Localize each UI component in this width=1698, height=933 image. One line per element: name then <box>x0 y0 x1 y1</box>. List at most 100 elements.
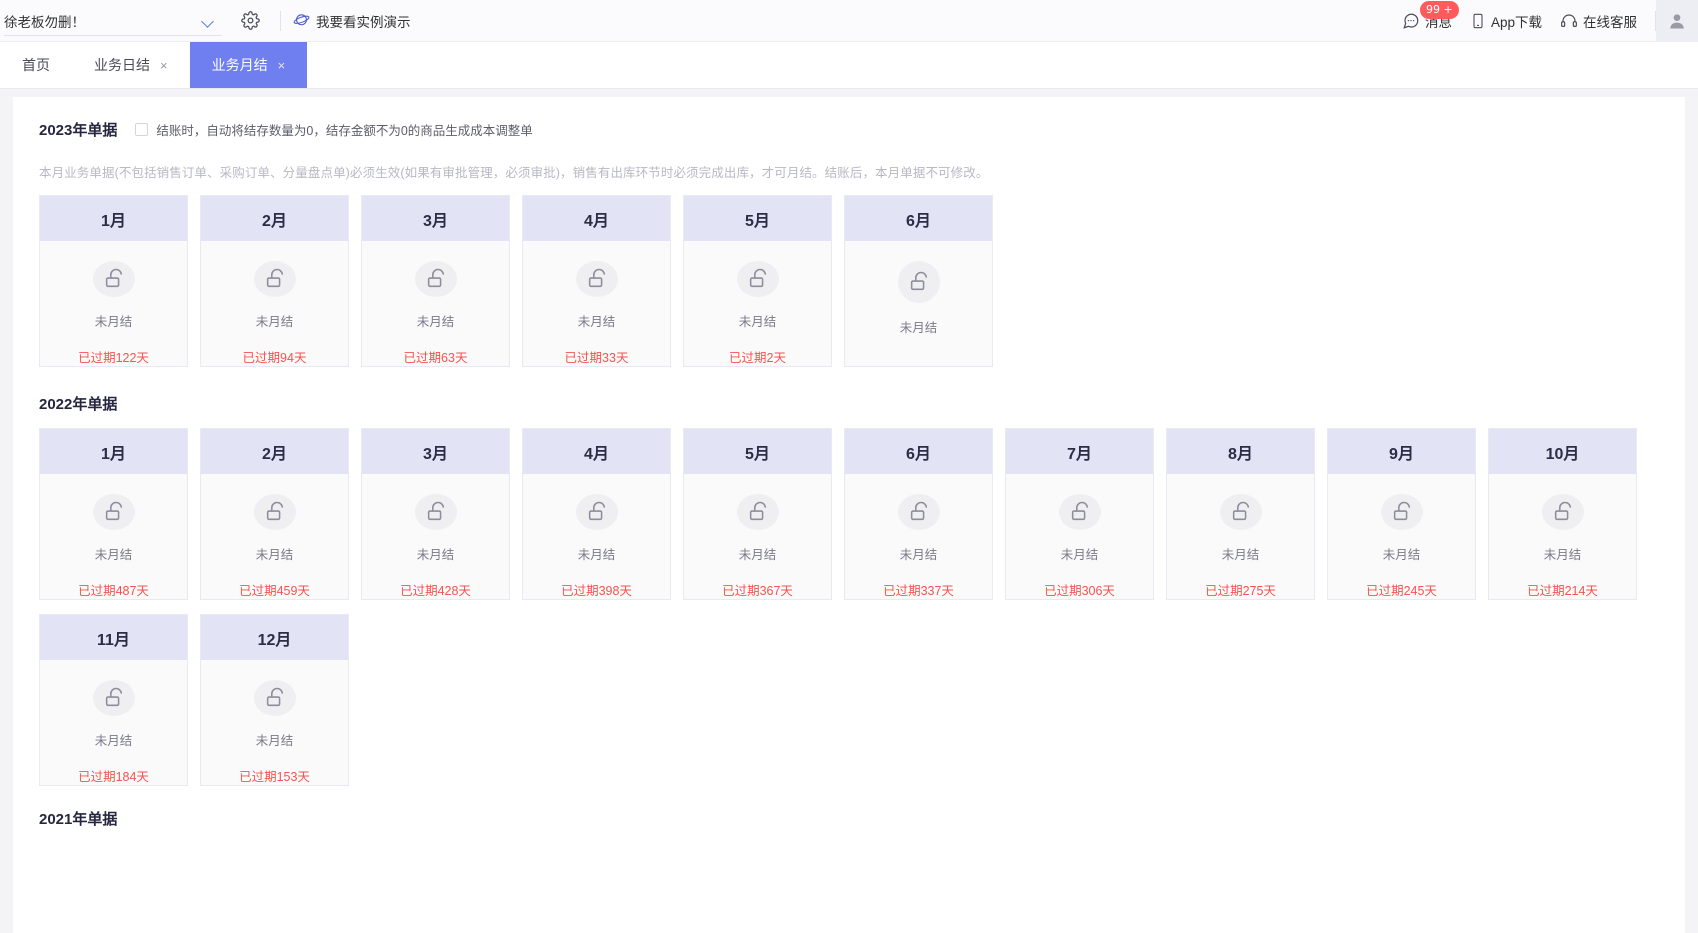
unlock-icon <box>266 687 283 707</box>
demo-link-label: 我要看实例演示 <box>316 14 411 30</box>
checkbox-label: 结账时，自动将结存数量为0，结存金额不为0的商品生成成本调整单 <box>156 124 533 138</box>
month-card-body: 未月结 已过期2天 <box>684 241 831 366</box>
month-card-status: 未月结 <box>577 548 616 562</box>
auto-cost-adjust-checkbox[interactable]: 结账时，自动将结存数量为0，结存金额不为0的商品生成成本调整单 <box>135 120 533 139</box>
month-card-expire: 已过期367天 <box>722 584 793 598</box>
month-card-status: 未月结 <box>255 734 294 748</box>
month-card-status: 未月结 <box>255 315 294 329</box>
organization-selector[interactable]: 徐老板勿删！ <box>0 0 232 42</box>
month-card[interactable]: 6月 未月结 <box>844 195 993 367</box>
month-card-grid-2022: 1月 未月结 已过期487天 2月 未月结 已过期459天 3月 未月结 已过期428天 4月 未月… <box>39 428 1659 786</box>
month-card-body: 未月结 已过期33天 <box>523 241 670 366</box>
month-card-title: 11月 <box>40 615 187 660</box>
month-card[interactable]: 12月 未月结 已过期153天 <box>200 614 349 786</box>
unlock-icon-badge[interactable] <box>897 494 940 530</box>
app-download-button[interactable]: App下载 <box>1470 11 1542 31</box>
month-card[interactable]: 9月 未月结 已过期245天 <box>1327 428 1476 600</box>
checkbox-box[interactable] <box>135 123 149 136</box>
month-card-title: 1月 <box>40 429 187 474</box>
gear-icon[interactable] <box>232 0 268 42</box>
month-card-body: 未月结 已过期487天 <box>40 474 187 599</box>
month-card-title: 5月 <box>684 196 831 241</box>
unlock-icon-badge[interactable] <box>92 680 135 716</box>
unlock-icon-badge[interactable] <box>736 494 779 530</box>
tab-close-icon[interactable]: × <box>160 57 168 73</box>
organization-underline <box>4 34 222 36</box>
content-panel: 2023年单据 结账时，自动将结存数量为0，结存金额不为0的商品生成成本调整单 … <box>13 97 1685 933</box>
unlock-icon <box>1393 501 1410 521</box>
organization-name: 徐老板勿删！ <box>4 14 85 30</box>
unlock-icon-badge[interactable] <box>92 494 135 530</box>
month-card[interactable]: 2月 未月结 已过期459天 <box>200 428 349 600</box>
topbar-right-divider <box>1655 10 1656 31</box>
unlock-icon-badge[interactable] <box>253 680 296 716</box>
month-card-grid-2023: 1月 未月结 已过期122天 2月 未月结 已过期94天 3月 未月结 已过期63天 4月 未月结已… <box>39 195 1659 367</box>
month-card[interactable]: 5月 未月结 已过期2天 <box>683 195 832 367</box>
month-card-expire: 已过期2天 <box>729 351 786 365</box>
tab-home[interactable]: 首页 <box>0 42 72 88</box>
month-card-expire: 已过期459天 <box>239 584 310 598</box>
month-card-expire: 已过期398天 <box>561 584 632 598</box>
unlock-icon <box>266 268 283 288</box>
unlock-icon-badge[interactable] <box>575 494 618 530</box>
month-card-title: 7月 <box>1006 429 1153 474</box>
month-card-body: 未月结 已过期94天 <box>201 241 348 366</box>
month-card-expire: 已过期214天 <box>1527 584 1598 598</box>
unlock-icon-badge[interactable] <box>1058 494 1101 530</box>
unlock-icon-badge[interactable] <box>253 494 296 530</box>
unlock-icon-badge[interactable] <box>1219 494 1262 530</box>
month-card[interactable]: 7月 未月结 已过期306天 <box>1005 428 1154 600</box>
month-card[interactable]: 11月 未月结 已过期184天 <box>39 614 188 786</box>
unlock-icon <box>588 268 605 288</box>
unlock-icon <box>910 501 927 521</box>
unlock-icon-badge[interactable] <box>414 494 457 530</box>
month-card[interactable]: 1月 未月结 已过期122天 <box>39 195 188 367</box>
topbar-right-group: 消息 99 + App下载 在线客服 <box>1402 0 1698 42</box>
month-card-body: 未月结 已过期275天 <box>1167 474 1314 599</box>
month-card[interactable]: 2月 未月结 已过期94天 <box>200 195 349 367</box>
month-card[interactable]: 1月 未月结 已过期487天 <box>39 428 188 600</box>
avatar[interactable] <box>1656 0 1698 42</box>
messages-button[interactable]: 消息 99 + <box>1402 0 1459 31</box>
unlock-icon-badge[interactable] <box>1541 494 1584 530</box>
unlock-icon <box>266 501 283 521</box>
month-card[interactable]: 3月 未月结 已过期63天 <box>361 195 510 367</box>
month-card-body: 未月结 已过期428天 <box>362 474 509 599</box>
month-card-status: 未月结 <box>94 734 133 748</box>
unlock-icon <box>1232 501 1249 521</box>
unlock-icon-badge[interactable] <box>92 261 135 297</box>
month-card[interactable]: 8月 未月结 已过期275天 <box>1166 428 1315 600</box>
tab-monthly-close[interactable]: 业务月结 × <box>189 42 308 88</box>
section-title-2022: 2022年单据 <box>39 396 118 413</box>
month-card[interactable]: 10月未月结已过期214天 <box>1488 428 1637 600</box>
month-card-body: 未月结 已过期184天 <box>40 660 187 785</box>
month-card[interactable]: 4月 未月结 已过期33天 <box>522 195 671 367</box>
unlock-icon-badge[interactable] <box>736 261 779 297</box>
month-card-expire: 已过期153天 <box>239 770 310 784</box>
month-card[interactable]: 4月 未月结 已过期398天 <box>522 428 671 600</box>
month-card[interactable]: 6月 未月结 已过期337天 <box>844 428 993 600</box>
unlock-icon-badge[interactable] <box>575 261 618 297</box>
app-download-label: App下载 <box>1490 14 1542 30</box>
month-card-status: 未月结 <box>94 315 133 329</box>
unlock-icon-badge[interactable] <box>253 261 296 297</box>
month-card-expire: 已过期245天 <box>1366 584 1437 598</box>
month-card-body: 未月结 已过期245天 <box>1328 474 1475 599</box>
month-card[interactable]: 3月 未月结 已过期428天 <box>361 428 510 600</box>
month-card-title: 10月 <box>1489 429 1636 474</box>
demo-link[interactable]: 我要看实例演示 <box>293 11 411 31</box>
unlock-icon <box>910 271 927 291</box>
unlock-icon-badge[interactable] <box>414 261 457 297</box>
month-card-title: 8月 <box>1167 429 1314 474</box>
unlock-icon-badge[interactable] <box>897 261 940 303</box>
tab-close-icon[interactable]: × <box>277 57 286 73</box>
month-card-body: 未月结 已过期459天 <box>201 474 348 599</box>
tab-daily-close[interactable]: 业务日结 × <box>72 42 190 88</box>
month-card[interactable]: 5月 未月结 已过期367天 <box>683 428 832 600</box>
month-card-body: 未月结已过期153天 <box>201 660 348 785</box>
month-card-status: 未月结 <box>1543 548 1582 562</box>
online-service-button[interactable]: 在线客服 <box>1560 11 1637 31</box>
month-card-title: 2月 <box>201 429 348 474</box>
section-title-2023: 2023年单据 <box>39 122 118 139</box>
unlock-icon-badge[interactable] <box>1380 494 1423 530</box>
